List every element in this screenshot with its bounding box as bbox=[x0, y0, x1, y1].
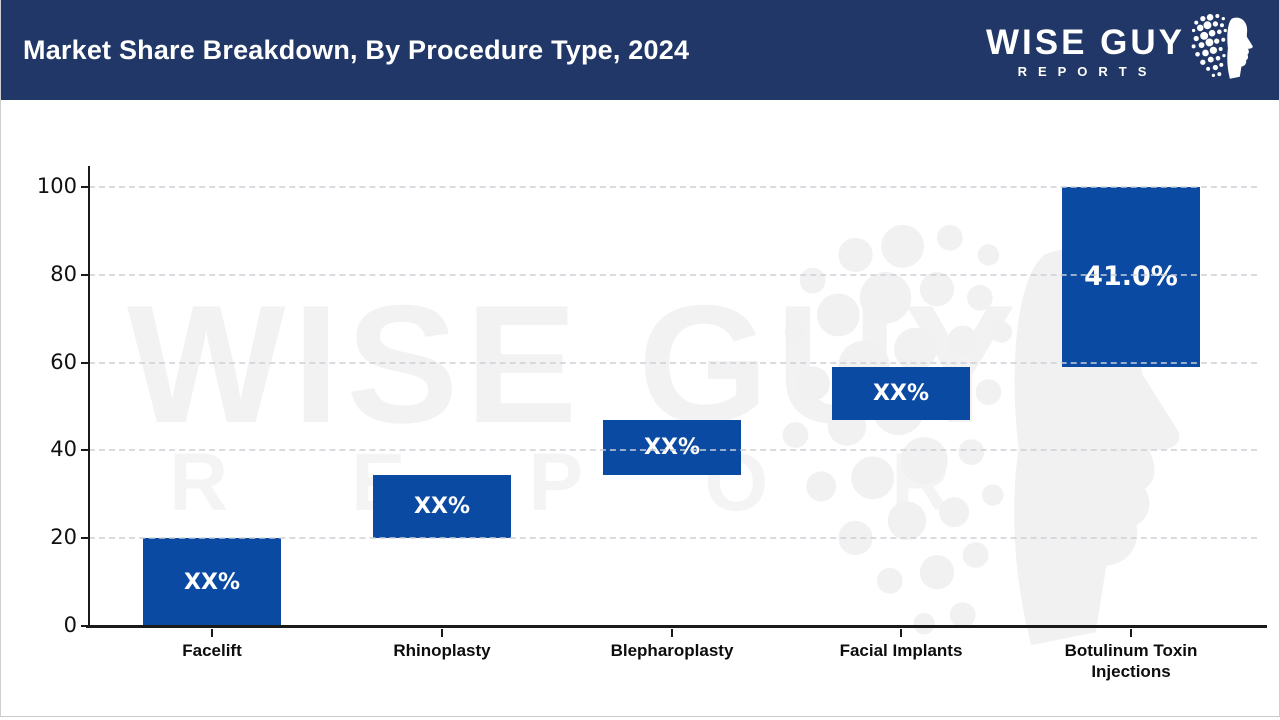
bar-value-label: XX% bbox=[414, 493, 470, 519]
y-tick-label: 40 bbox=[50, 437, 77, 462]
chart-canvas: WISE GUY R E P O R T S XX%XX%XX%XX%41.0%… bbox=[1, 100, 1279, 716]
y-tick-mark bbox=[81, 273, 88, 276]
y-tick-label: 0 bbox=[63, 613, 77, 637]
x-category-label: Rhinoplasty bbox=[393, 641, 491, 660]
x-tick-mark bbox=[211, 629, 213, 637]
bar-value-label: XX% bbox=[184, 569, 240, 595]
x-tick-mark bbox=[671, 629, 673, 637]
bar-segment: 41.0% bbox=[1062, 187, 1200, 367]
x-tick-mark bbox=[441, 629, 443, 637]
bar-value-label: XX% bbox=[644, 434, 700, 460]
x-category-label: Facelift bbox=[182, 641, 242, 660]
x-tick-mark bbox=[1130, 629, 1132, 637]
bar-segment: XX% bbox=[832, 366, 970, 420]
y-tick-mark bbox=[81, 625, 88, 627]
bar-segment: XX% bbox=[373, 474, 511, 539]
y-tick-mark bbox=[81, 186, 88, 188]
bar-segment: XX% bbox=[143, 538, 281, 626]
x-tick-mark bbox=[900, 629, 902, 637]
x-category-label: Facial Implants bbox=[839, 641, 963, 660]
header-bar: Market Share Breakdown, By Procedure Typ… bbox=[1, 0, 1279, 100]
y-tick-label: 20 bbox=[50, 525, 77, 550]
y-tick-label: 100 bbox=[36, 174, 77, 198]
gridline bbox=[89, 186, 1257, 188]
page-title: Market Share Breakdown, By Procedure Typ… bbox=[23, 34, 690, 65]
logo-subname: REPORTS bbox=[1017, 63, 1158, 79]
wiseguy-head-icon bbox=[1191, 14, 1253, 79]
y-tick-label: 60 bbox=[50, 349, 77, 374]
gridline bbox=[89, 361, 1257, 364]
wiseguy-logo-text: WISE GUY REPORTS bbox=[986, 25, 1185, 78]
gridline bbox=[89, 449, 1257, 452]
logo-name: WISE GUY bbox=[985, 22, 1185, 62]
x-axis-spine bbox=[86, 625, 1267, 628]
y-tick-mark bbox=[81, 449, 88, 452]
bar-value-label: 41.0% bbox=[1084, 261, 1178, 293]
wiseguy-logo: WISE GUY REPORTS bbox=[986, 12, 1253, 90]
gridline bbox=[89, 537, 1257, 540]
y-axis-spine bbox=[88, 166, 90, 628]
bar-value-label: XX% bbox=[873, 380, 929, 406]
y-tick-label: 80 bbox=[50, 261, 77, 286]
y-tick-mark bbox=[81, 361, 88, 364]
bar-segment: XX% bbox=[603, 419, 741, 475]
x-category-label: Blepharoplasty bbox=[610, 641, 734, 660]
x-category-label: Botulinum Toxin Injections bbox=[1064, 641, 1198, 681]
y-tick-mark bbox=[81, 537, 88, 540]
gridline bbox=[89, 273, 1257, 276]
